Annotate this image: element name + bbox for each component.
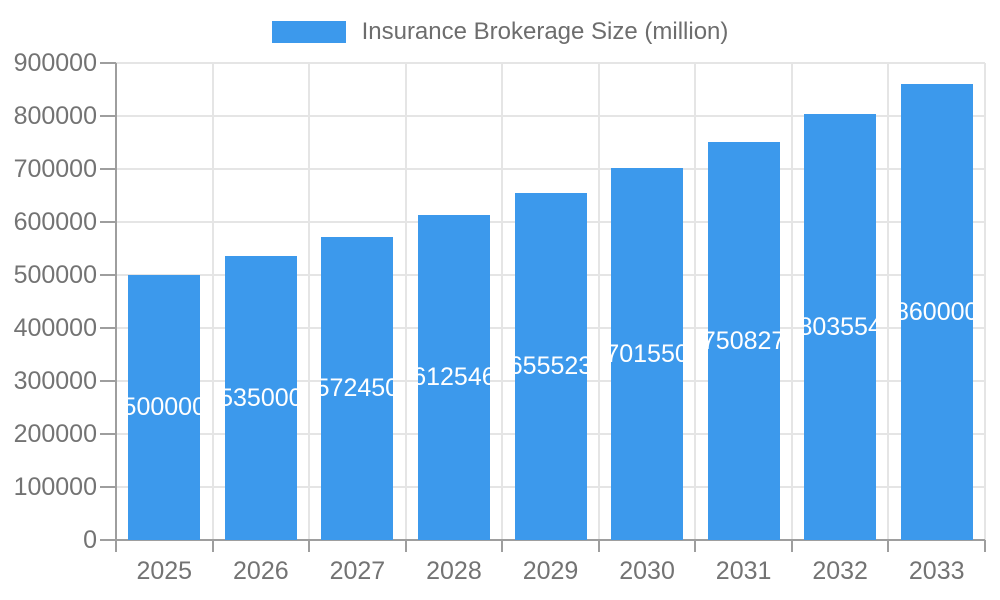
bar-2029[interactable]: 655523: [514, 192, 587, 540]
bar-2032[interactable]: 803554: [804, 114, 877, 540]
y-axis-tick: [100, 221, 116, 223]
x-axis-tick: [597, 540, 600, 552]
x-tick-label-2029: 2029: [522, 557, 579, 585]
x-tick-label-2032: 2032: [812, 557, 868, 585]
x-tick-label-2033: 2033: [908, 557, 965, 585]
x-axis-tick: [404, 540, 407, 552]
bar-value-label: 572450: [321, 373, 394, 402]
y-axis-tick: [100, 539, 116, 541]
gridline-vertical: [211, 63, 214, 540]
y-axis-tick: [100, 274, 116, 276]
y-axis-line: [115, 63, 117, 540]
gridline-vertical: [404, 63, 407, 540]
bar-2033[interactable]: 860000: [900, 84, 973, 540]
x-axis-line: [116, 539, 985, 541]
legend[interactable]: Insurance Brokerage Size (million): [0, 17, 1000, 47]
bar-2030[interactable]: 701550: [611, 168, 684, 540]
gridline-vertical: [694, 63, 697, 540]
bar-value-label: 803554: [804, 312, 877, 341]
y-tick-label: 400000: [13, 314, 97, 342]
x-axis-tick: [501, 540, 504, 552]
bar-2027[interactable]: 572450: [321, 236, 394, 540]
y-tick-label: 300000: [13, 367, 97, 395]
bar-value-label: 500000: [128, 393, 201, 421]
x-axis-tick: [694, 540, 697, 552]
x-tick-label-2031: 2031: [715, 557, 772, 585]
x-tick-label-2030: 2030: [619, 557, 675, 585]
gridline-vertical: [501, 63, 504, 540]
legend-swatch: [271, 21, 346, 43]
y-tick-label: 800000: [13, 102, 97, 130]
bar-value-label: 612546: [417, 363, 490, 392]
x-tick-label-2027: 2027: [329, 557, 386, 585]
bar-value-label: 655523: [514, 351, 587, 380]
x-axis-tick: [308, 540, 311, 552]
gridline-vertical: [790, 63, 793, 540]
gridline-vertical: [597, 63, 600, 540]
bar-value-label: 750827: [707, 326, 780, 355]
y-axis-tick: [100, 380, 116, 382]
y-tick-label: 0: [83, 526, 97, 554]
y-axis-tick: [100, 433, 116, 435]
y-axis-tick: [100, 168, 116, 170]
y-tick-label: 100000: [13, 473, 97, 501]
x-tick-label-2026: 2026: [233, 557, 289, 585]
bar-2025[interactable]: 500000: [128, 275, 201, 540]
y-axis-tick: [100, 115, 116, 117]
x-axis-tick: [115, 540, 117, 552]
x-axis-tick: [211, 540, 214, 552]
x-axis-tick: [984, 540, 986, 552]
gridline-vertical: [984, 63, 986, 540]
y-tick-label: 600000: [13, 208, 97, 236]
bar-value-label: 701550: [611, 339, 684, 368]
x-tick-label-2028: 2028: [426, 557, 482, 585]
gridline-horizontal: [116, 115, 985, 117]
x-axis-tick: [887, 540, 890, 552]
bar-2026[interactable]: 535000: [224, 256, 297, 540]
y-tick-label: 200000: [13, 420, 97, 448]
legend-label: Insurance Brokerage Size (million): [361, 18, 729, 45]
y-axis-tick: [100, 62, 116, 64]
bar-2031[interactable]: 750827: [707, 142, 780, 540]
gridline-horizontal: [116, 62, 985, 64]
gridline-horizontal: [116, 168, 985, 170]
y-axis-tick: [100, 486, 116, 488]
x-tick-label-2025: 2025: [136, 557, 193, 585]
y-tick-label: 900000: [13, 49, 97, 77]
bar-value-label: 535000: [224, 383, 297, 412]
y-axis-tick: [100, 327, 116, 329]
y-tick-label: 700000: [13, 155, 97, 183]
bar-2028[interactable]: 612546: [417, 215, 490, 540]
x-axis-tick: [790, 540, 793, 552]
bar-value-label: 860000: [900, 297, 973, 326]
gridline-vertical: [887, 63, 890, 540]
gridline-vertical: [308, 63, 311, 540]
y-tick-label: 500000: [13, 261, 97, 289]
